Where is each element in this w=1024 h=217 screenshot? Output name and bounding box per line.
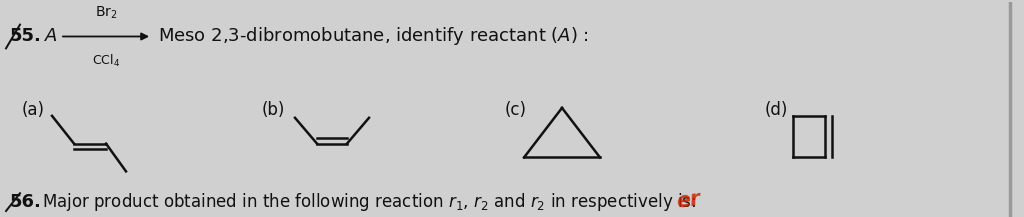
Text: (d): (d) bbox=[765, 101, 788, 119]
Text: $\mathrm{CCl_4}$: $\mathrm{CCl_4}$ bbox=[92, 53, 120, 69]
Text: Meso 2,3-dibromobutane, identify reactant ($A$) :: Meso 2,3-dibromobutane, identify reactan… bbox=[158, 25, 589, 48]
Text: 55.: 55. bbox=[10, 28, 42, 46]
Text: $\mathrm{Br_2}$: $\mathrm{Br_2}$ bbox=[94, 4, 118, 21]
Text: (b): (b) bbox=[262, 101, 286, 119]
Text: 56.: 56. bbox=[10, 193, 42, 211]
Text: $A$: $A$ bbox=[44, 28, 58, 46]
Text: Major product obtained in the following reaction $r_1$, $r_2$ and $r_2$ in respe: Major product obtained in the following … bbox=[42, 191, 696, 213]
Text: (a): (a) bbox=[22, 101, 45, 119]
Text: er: er bbox=[675, 189, 701, 212]
Text: (c): (c) bbox=[505, 101, 527, 119]
